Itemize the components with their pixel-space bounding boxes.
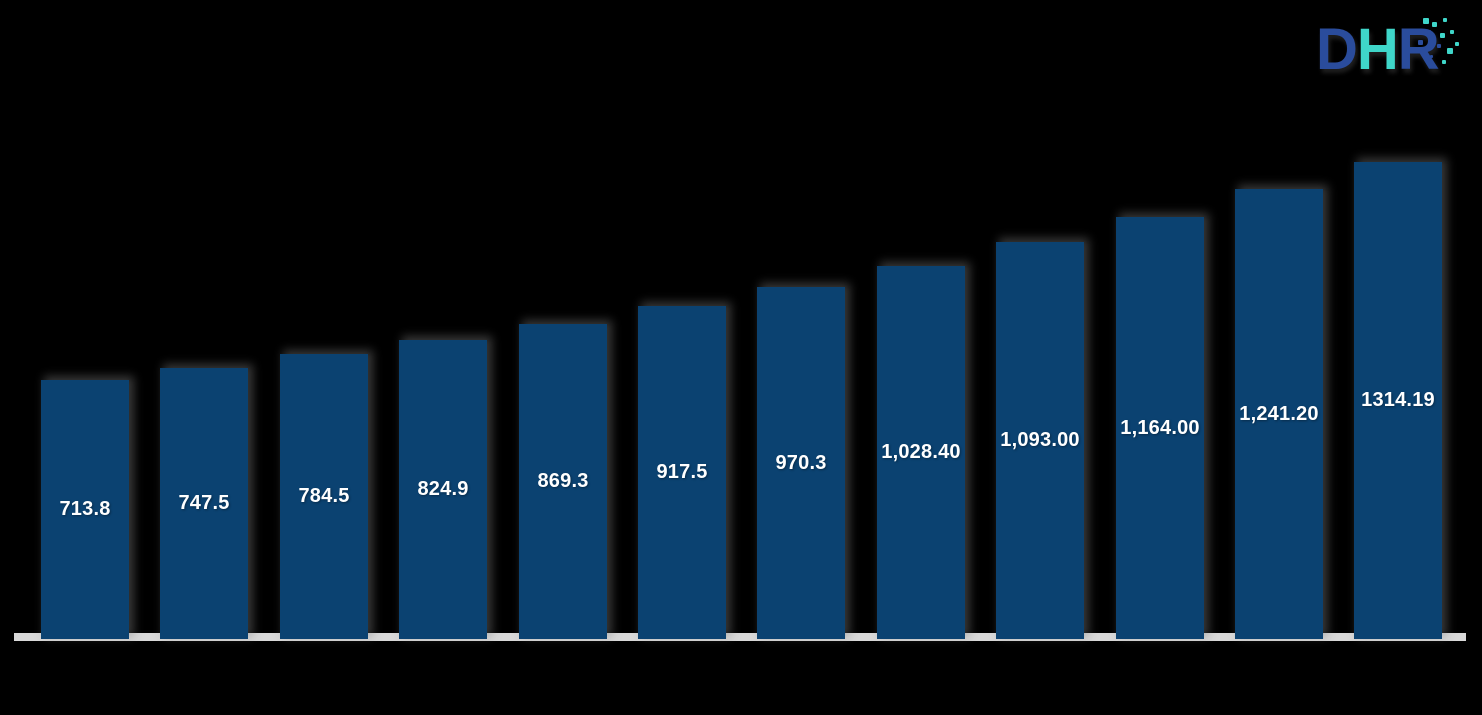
logo-pixel-dot [1443, 18, 1447, 22]
bar-value-label: 917.5 [656, 461, 708, 483]
logo-pixel-dot [1437, 44, 1441, 48]
bar-value-label: 1314.19 [1361, 389, 1435, 411]
x-axis-line [14, 633, 1466, 641]
brand-logo-text: DHR [1316, 17, 1440, 82]
logo-letter: D [1316, 17, 1358, 82]
bar-value-label: 1,164.00 [1120, 416, 1200, 439]
bar: 1,093.00 [996, 242, 1084, 639]
bar-value-label: 1,241.20 [1239, 402, 1319, 425]
bar: 1,028.40 [877, 266, 965, 639]
logo-pixel-dot [1432, 22, 1437, 27]
logo-pixel-dot [1440, 33, 1445, 38]
bar-value-label: 824.9 [417, 478, 469, 500]
bar: 970.3 [757, 287, 845, 639]
bar-value-label: 713.8 [59, 498, 111, 520]
bar: 1,164.00 [1116, 217, 1204, 639]
bar: 1314.19 [1354, 162, 1442, 639]
bar-value-label: 1,093.00 [1000, 429, 1080, 451]
bar-value-label: 1,028.40 [881, 441, 961, 463]
logo-letter: H [1356, 17, 1399, 82]
bar: 713.8 [41, 380, 129, 639]
bar: 917.5 [638, 306, 726, 639]
bar: 784.5 [280, 354, 368, 639]
bar-value-label: 747.5 [178, 492, 230, 514]
logo-pixel-dot [1430, 55, 1433, 58]
brand-logo: DHR [1316, 18, 1472, 90]
logo-pixel-dot [1442, 60, 1446, 64]
logo-pixel-dot [1450, 30, 1454, 34]
logo-pixel-dot [1447, 48, 1453, 54]
bar: 869.3 [519, 324, 607, 639]
logo-pixel-dot [1423, 18, 1429, 24]
bar: 824.9 [399, 340, 487, 639]
bar-value-label: 970.3 [775, 451, 827, 474]
logo-letter: R [1397, 17, 1440, 82]
logo-pixel-dot [1455, 42, 1459, 46]
bar: 747.5 [160, 368, 248, 639]
bar-value-label: 784.5 [298, 485, 350, 507]
logo-pixel-dot [1418, 40, 1423, 45]
bar: 1,241.20 [1235, 189, 1323, 639]
bar-value-label: 869.3 [537, 470, 589, 492]
logo-pixel-dot [1427, 30, 1431, 34]
